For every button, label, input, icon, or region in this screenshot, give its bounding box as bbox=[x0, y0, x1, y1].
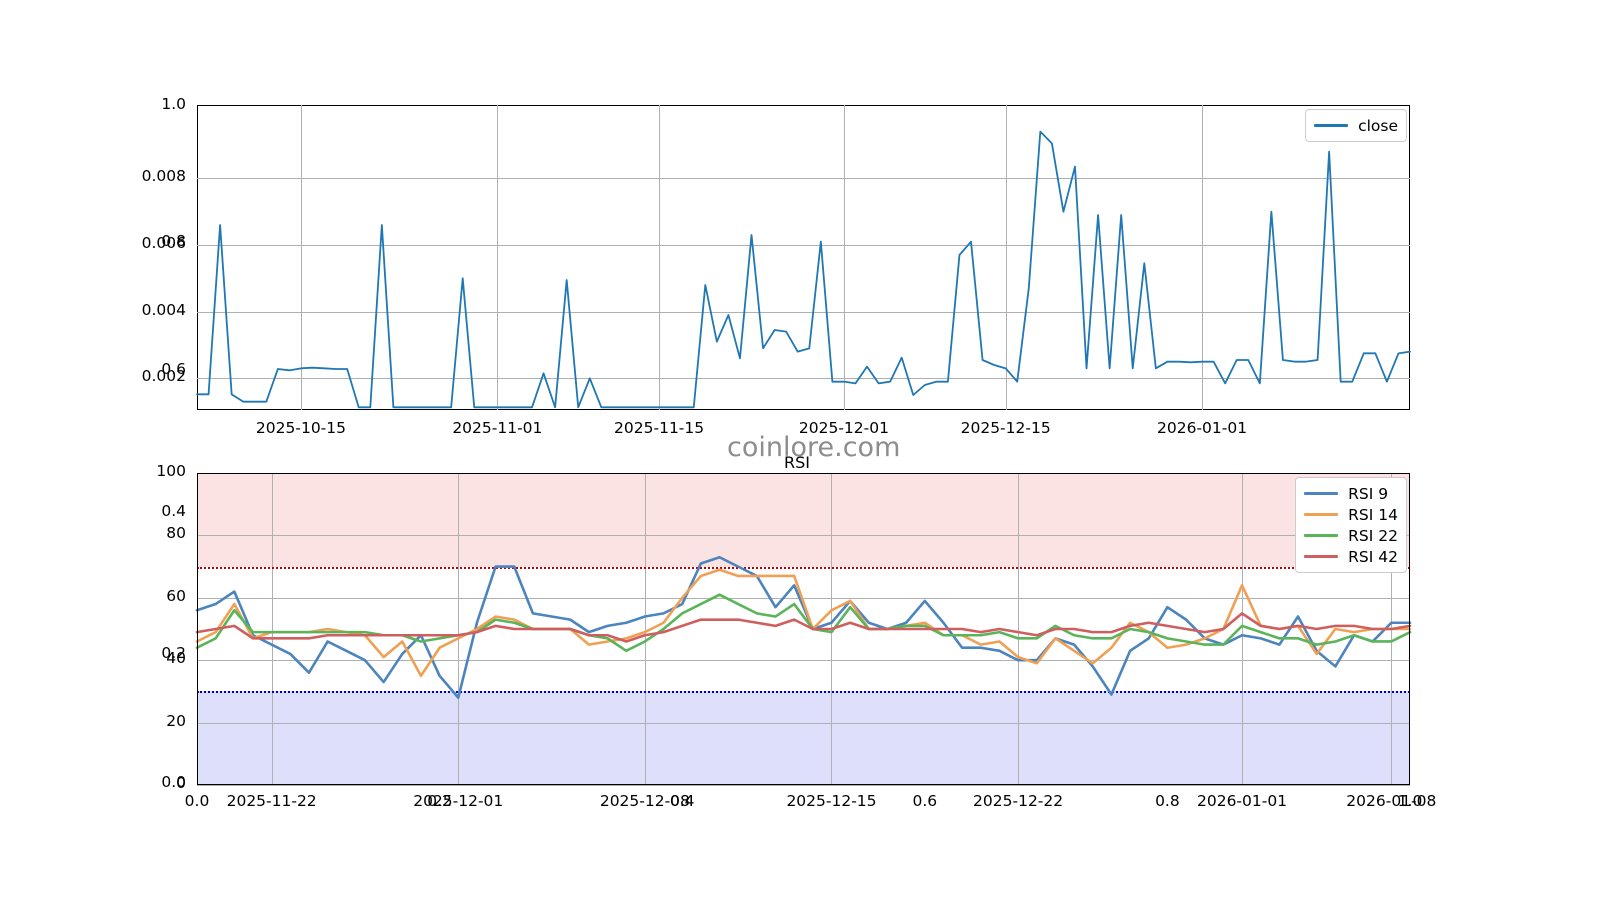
rsi-grid-hline bbox=[197, 722, 1410, 724]
price-grid-hline bbox=[197, 311, 1410, 313]
rsi-oversold-zone bbox=[197, 691, 1410, 785]
rsi-grid-vline bbox=[458, 473, 460, 785]
overlay-bottom-x-tick: 0.8 bbox=[1155, 792, 1180, 810]
rsi-x-tick: 2026-01-01 bbox=[1196, 792, 1288, 810]
rsi-panel-title: RSI bbox=[784, 453, 810, 472]
overlay-bottom-x-tick: 0.6 bbox=[912, 792, 938, 810]
rsi-grid-hline bbox=[197, 597, 1410, 599]
overlay-bottom-y-tick: 0.0 bbox=[161, 773, 186, 791]
price-x-tick: 2025-12-15 bbox=[960, 419, 1051, 437]
rsi-grid-vline bbox=[1018, 473, 1020, 785]
rsi-grid-vline bbox=[1242, 473, 1244, 785]
rsi-grid-vline bbox=[271, 473, 273, 785]
price-x-tick: 2025-11-15 bbox=[614, 419, 705, 437]
rsi-x-tick: 2025-12-22 bbox=[973, 792, 1064, 810]
price-grid-hline bbox=[197, 245, 1410, 246]
legend-label: close bbox=[1358, 116, 1398, 135]
rsi-line-series bbox=[195, 555, 1412, 699]
overlay-bottom-x-tick: 0.2 bbox=[427, 792, 452, 810]
rsi-grid-hline bbox=[197, 535, 1410, 537]
rsi-x-tick: 2025-12-01 bbox=[413, 792, 504, 810]
overlay-bottom-y-tick: 0.4 bbox=[161, 502, 186, 520]
rsi-y-tick: 0 bbox=[176, 774, 186, 792]
price-legend: close bbox=[1305, 109, 1407, 142]
rsi-grid-hline bbox=[197, 660, 1410, 662]
price-x-tick: 2025-10-15 bbox=[255, 419, 347, 437]
rsi-overbought-threshold-line bbox=[197, 566, 1410, 569]
price-line-series bbox=[196, 130, 1411, 409]
overlay-top-y-tick: 0.6 bbox=[161, 360, 186, 378]
price-chart-panel: close bbox=[196, 105, 1411, 410]
price-grid-hline bbox=[197, 378, 1410, 380]
rsi-chart-panel: RSI 9 RSI 14 RSI 22 RSI 42 bbox=[195, 473, 1412, 786]
overlay-bottom-x-tick: 0.4 bbox=[669, 792, 695, 810]
price-y-tick: 0.006 bbox=[141, 234, 186, 252]
overlay-bottom-x-tick: 0.0 bbox=[184, 792, 210, 810]
price-y-tick: 0.004 bbox=[141, 300, 186, 319]
overlay-bottom-x-tick: 1.0 bbox=[1397, 792, 1423, 810]
rsi-x-tick: 2025-12-08 bbox=[599, 792, 690, 810]
rsi-oversold-threshold-line bbox=[197, 691, 1410, 694]
rsi-grid-vline bbox=[644, 473, 646, 785]
rsi-overbought-zone bbox=[197, 473, 1410, 567]
price-grid-vline bbox=[659, 105, 661, 410]
price-grid-vline bbox=[1005, 105, 1007, 410]
rsi-y-tick: 60 bbox=[166, 586, 186, 605]
legend-swatch-icon bbox=[1304, 534, 1339, 537]
price-y-tick: 0.008 bbox=[141, 167, 186, 186]
legend-swatch-icon bbox=[1314, 124, 1349, 127]
price-grid-vline bbox=[1202, 105, 1204, 410]
legend-swatch-icon bbox=[1304, 555, 1339, 558]
price-x-tick: 2025-11-01 bbox=[452, 419, 543, 437]
legend-label: RSI 22 bbox=[1348, 526, 1398, 545]
legend-swatch-icon bbox=[1304, 492, 1339, 495]
rsi-legend-row[interactable]: RSI 22 bbox=[1304, 525, 1398, 546]
rsi-grid-hline bbox=[197, 785, 1410, 786]
rsi-legend-row[interactable]: RSI 42 bbox=[1304, 546, 1398, 567]
legend-swatch-icon bbox=[1304, 513, 1339, 516]
price-y-tick: 0.002 bbox=[141, 367, 186, 386]
rsi-line-rsi-9 bbox=[195, 555, 1412, 699]
price-grid-vline bbox=[300, 105, 302, 410]
watermark-coinlore: coinlore.com bbox=[727, 432, 901, 463]
price-legend-row[interactable]: close bbox=[1314, 115, 1398, 136]
overlay-bottom-y-tick: 0.2 bbox=[161, 644, 186, 662]
rsi-y-tick: 80 bbox=[166, 524, 186, 543]
rsi-legend-row[interactable]: RSI 14 bbox=[1304, 504, 1398, 525]
legend-label: RSI 42 bbox=[1348, 547, 1398, 566]
rsi-x-tick: 2025-11-22 bbox=[226, 792, 317, 810]
rsi-y-tick: 40 bbox=[166, 649, 186, 668]
price-grid-vline bbox=[497, 105, 499, 410]
rsi-legend: RSI 9 RSI 14 RSI 22 RSI 42 bbox=[1295, 477, 1407, 573]
rsi-y-tick: 100 bbox=[156, 462, 186, 480]
overlay-top-y-tick: 1.0 bbox=[161, 95, 186, 113]
price-x-tick: 2025-12-01 bbox=[798, 419, 889, 437]
price-grid-vline bbox=[843, 105, 845, 410]
price-grid-hline bbox=[197, 178, 1410, 180]
rsi-line-rsi-42 bbox=[195, 612, 1412, 643]
rsi-x-tick: 2026-01-08 bbox=[1346, 792, 1437, 810]
price-close-line bbox=[196, 130, 1411, 409]
rsi-x-tick: 2025-12-15 bbox=[786, 792, 877, 810]
overlay-top-y-tick: 0.8 bbox=[161, 232, 186, 250]
rsi-y-tick: 20 bbox=[166, 711, 186, 730]
legend-label: RSI 9 bbox=[1348, 484, 1389, 503]
legend-label: RSI 14 bbox=[1348, 505, 1398, 524]
rsi-legend-row[interactable]: RSI 9 bbox=[1304, 483, 1398, 504]
rsi-line-rsi-14 bbox=[195, 568, 1412, 678]
price-x-tick: 2026-01-01 bbox=[1157, 419, 1248, 437]
